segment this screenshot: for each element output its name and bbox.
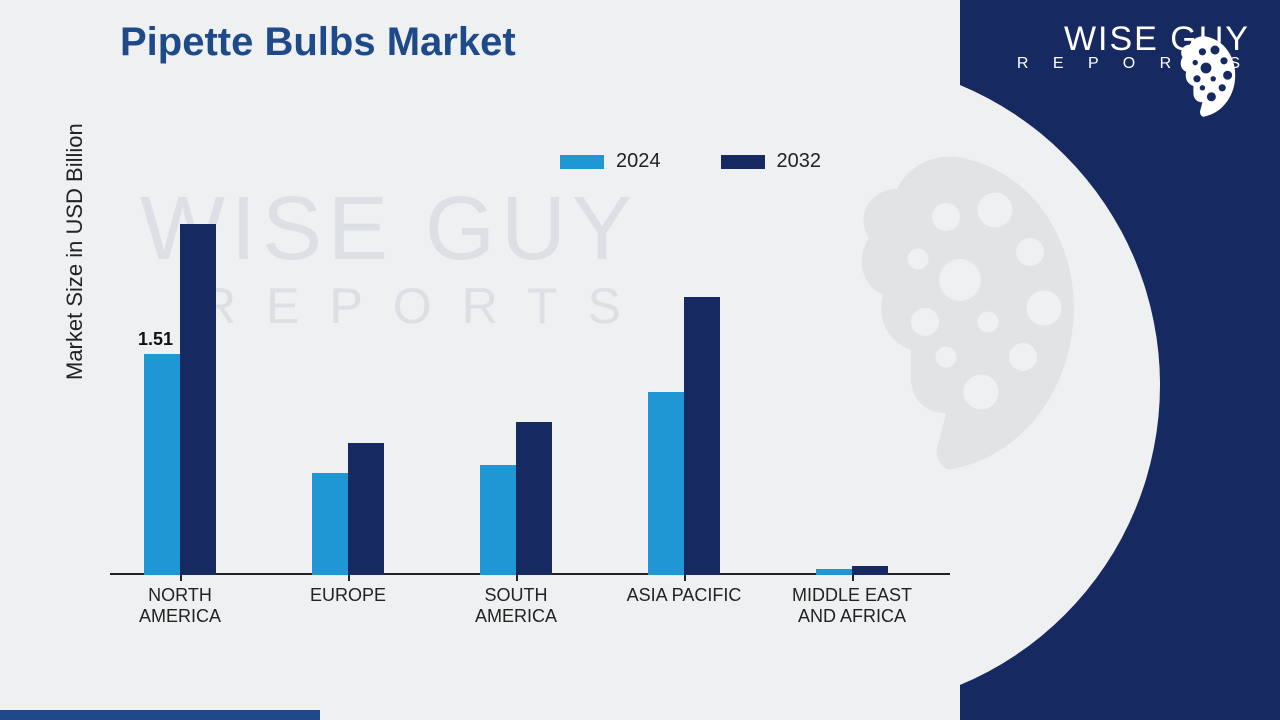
legend-swatch-1 bbox=[721, 155, 765, 169]
chart-title: Pipette Bulbs Market bbox=[120, 20, 516, 65]
bar-4-1 bbox=[852, 566, 888, 575]
brain-head-icon bbox=[1152, 32, 1242, 122]
bar-2-0 bbox=[480, 465, 516, 575]
category-label-1: EUROPE bbox=[278, 585, 418, 606]
bar-2-1 bbox=[516, 422, 552, 575]
category-label-3: ASIA PACIFIC bbox=[614, 585, 754, 606]
bar-0-1 bbox=[180, 224, 216, 575]
category-label-0: NORTH AMERICA bbox=[110, 585, 250, 626]
legend-item-0: 2024 bbox=[560, 150, 661, 173]
x-tick-4 bbox=[852, 575, 854, 581]
legend-swatch-0 bbox=[560, 155, 604, 169]
x-tick-2 bbox=[516, 575, 518, 581]
category-label-2: SOUTH AMERICA bbox=[446, 585, 586, 626]
bar-4-0 bbox=[816, 569, 852, 575]
chart-legend: 2024 2032 bbox=[560, 150, 821, 173]
brand-logo: WISE GUY R E P O R T S bbox=[1017, 20, 1250, 73]
x-tick-1 bbox=[348, 575, 350, 581]
category-label-4: MIDDLE EAST AND AFRICA bbox=[782, 585, 922, 626]
bar-1-1 bbox=[348, 443, 384, 575]
bar-value-label-0-0: 1.51 bbox=[138, 329, 173, 350]
legend-label-0: 2024 bbox=[616, 150, 661, 173]
x-tick-3 bbox=[684, 575, 686, 581]
x-tick-0 bbox=[180, 575, 182, 581]
chart-plot-area: 1.51NORTH AMERICAEUROPESOUTH AMERICAASIA… bbox=[110, 195, 950, 575]
legend-label-1: 2032 bbox=[777, 150, 822, 173]
bar-3-1 bbox=[684, 297, 720, 575]
legend-item-1: 2032 bbox=[721, 150, 822, 173]
footer-accent-bar bbox=[0, 710, 320, 720]
bar-1-0 bbox=[312, 473, 348, 575]
bar-0-0 bbox=[144, 354, 180, 575]
bar-3-0 bbox=[648, 392, 684, 575]
chart-canvas: WISE GUY R E P O R T S Pipette Bulbs Mar… bbox=[0, 0, 1280, 720]
y-axis-label: Market Size in USD Billion bbox=[62, 123, 88, 380]
